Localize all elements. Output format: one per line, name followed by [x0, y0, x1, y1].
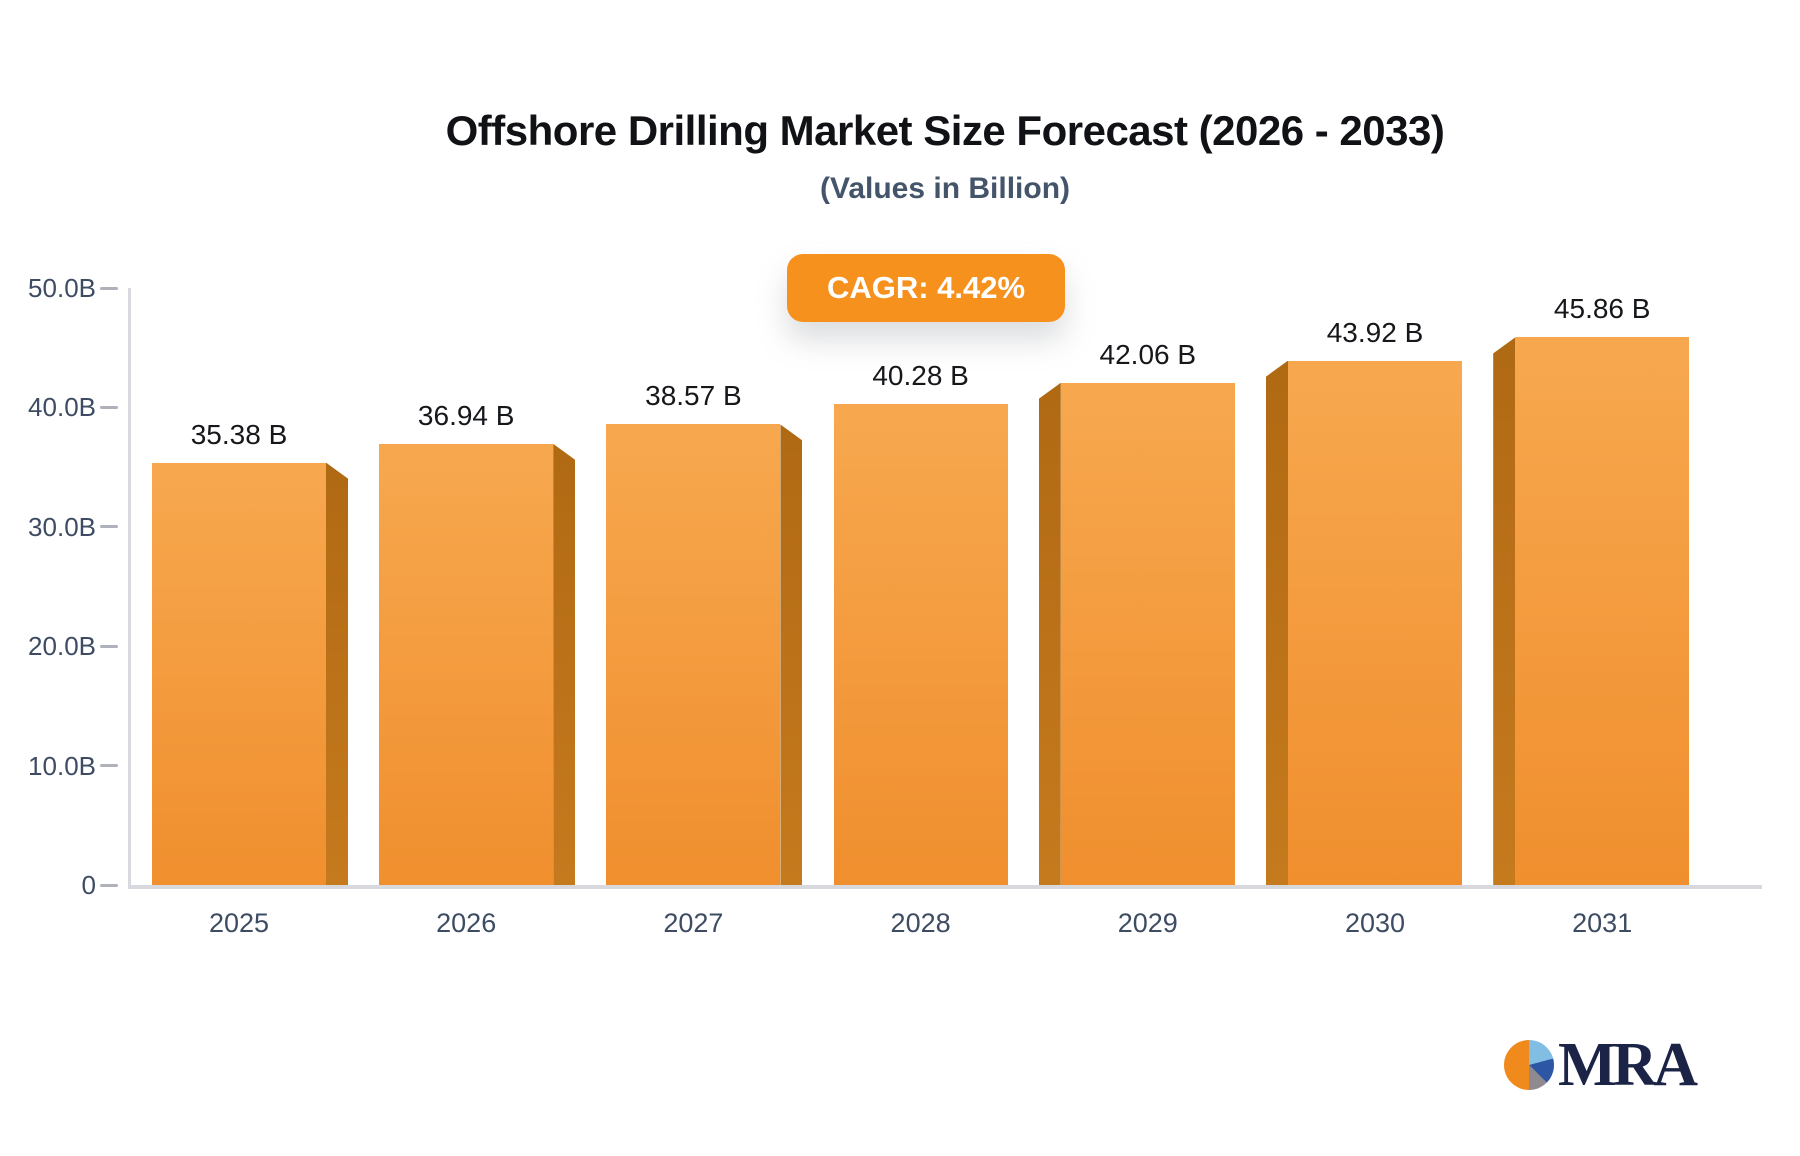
bar-2028: [833, 404, 1008, 885]
x-axis-label-2026: 2026: [436, 908, 497, 938]
bar-2026: [379, 443, 554, 885]
chart-title: Offshore Drilling Market Size Forecast (…: [445, 107, 1445, 154]
bar-2030: [1288, 360, 1462, 885]
y-axis-tick-label: 50.0B: [28, 273, 96, 303]
bar-2027-side-face: [780, 424, 803, 885]
y-axis-tick-label: 40.0B: [28, 392, 96, 423]
y-axis-tick-mark: [100, 286, 118, 290]
bar-value-label: 42.06 B: [1099, 338, 1197, 370]
cagr-badge: CAGR: 4.42%: [787, 254, 1065, 322]
bar-2031: [1515, 337, 1690, 885]
bar-2029-side-face: [1038, 382, 1061, 885]
x-axis-label-2025: 2025: [208, 908, 270, 938]
bar-2027: [606, 424, 781, 885]
chart-subtitle: (Values in Billion): [819, 172, 1071, 205]
bar-2031-side-face: [1493, 337, 1516, 885]
bar-value-label: 38.57 B: [645, 380, 742, 412]
x-axis-baseline: [128, 885, 1762, 889]
y-axis-tick-mark: [100, 883, 118, 887]
y-axis-tick-mark: [100, 525, 118, 529]
bar-2025: [152, 462, 326, 885]
y-axis-tick-mark: [100, 764, 118, 768]
chart-header: Offshore Drilling Market Size Forecast (…: [90, 0, 1800, 206]
mra-logo: MRA: [1504, 1031, 1698, 1099]
bar-2029: [1060, 382, 1235, 885]
y-axis-tick-mark: [100, 644, 118, 648]
y-axis-tick-label: 20.0B: [28, 631, 96, 662]
x-axis-label-2031: 2031: [1572, 908, 1633, 938]
bar-value-label: 36.94 B: [417, 399, 515, 431]
x-axis-label-2029: 2029: [1117, 908, 1178, 938]
bar-value-label: 43.92 B: [1326, 316, 1424, 348]
bar-value-label: 45.86 B: [1553, 293, 1651, 325]
y-axis-tick-label: 10.0B: [28, 750, 96, 781]
bar-value-label: 35.38 B: [190, 418, 288, 450]
y-axis-tick-label: 30.0B: [28, 511, 96, 542]
y-axis-tick-mark: [100, 405, 118, 409]
x-axis-label-2028: 2028: [890, 908, 951, 938]
bar-value-label: 40.28 B: [872, 360, 969, 392]
x-axis-label-2027: 2027: [663, 908, 724, 938]
y-axis-tick-label: 0: [81, 870, 96, 900]
logo-text: MRA: [1558, 1031, 1698, 1099]
bar-2030-side-face: [1266, 360, 1288, 885]
pie-chart-logo-icon: [1504, 1040, 1554, 1090]
x-axis-label-2030: 2030: [1344, 908, 1406, 938]
bar-2026-side-face: [553, 443, 576, 885]
y-axis-line: [128, 288, 131, 885]
bar-2025-side-face: [326, 462, 348, 885]
